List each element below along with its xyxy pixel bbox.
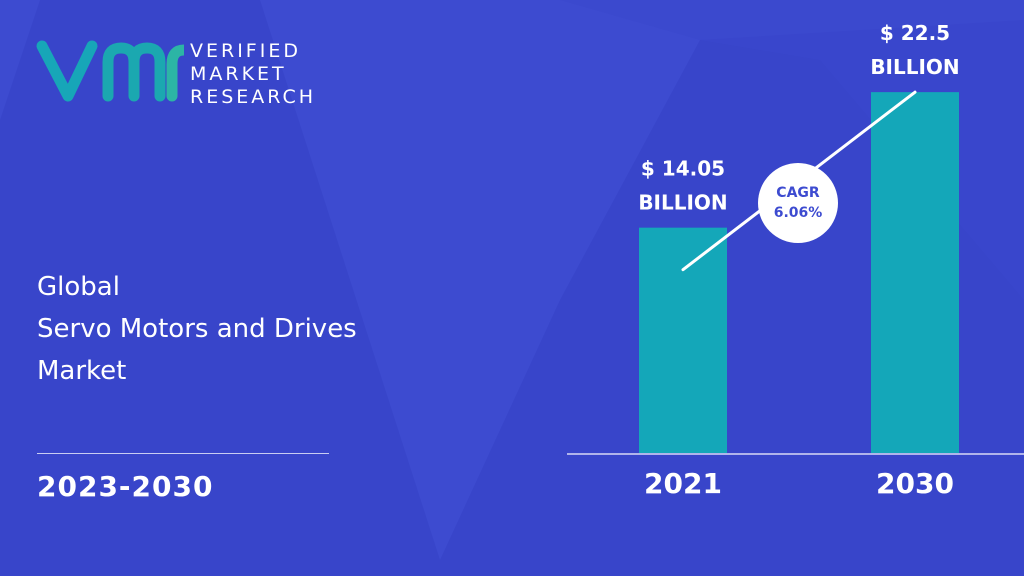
vmr-logo-icon — [36, 40, 184, 102]
value-label-2021-line-2: BILLION — [638, 191, 727, 215]
bar-2021 — [639, 227, 727, 453]
bar-2030 — [871, 92, 959, 453]
divider — [37, 453, 329, 454]
brand-name: VERIFIED MARKET RESEARCH — [190, 40, 316, 109]
title-line-2: Servo Motors and Drives — [37, 314, 357, 344]
value-label-2030-line-1: $ 22.5 — [880, 21, 950, 45]
report-title: Global Servo Motors and Drives Market — [37, 266, 357, 392]
cagr-value: 6.06% — [774, 205, 823, 221]
brand-line-2: MARKET — [190, 63, 287, 85]
title-line-1: Global — [37, 272, 120, 302]
x-tick-label-2030: 2030 — [876, 467, 954, 500]
forecast-period: 2023-2030 — [37, 470, 214, 503]
cagr-label: CAGR — [776, 185, 820, 201]
cagr-badge: CAGR 6.06% — [758, 163, 838, 243]
value-label-2030-line-2: BILLION — [870, 55, 959, 79]
brand-line-3: RESEARCH — [190, 86, 317, 108]
brand-line-1: VERIFIED — [190, 40, 301, 62]
value-label-2021-line-1: $ 14.05 — [641, 157, 725, 181]
title-line-3: Market — [37, 356, 127, 386]
x-tick-label-2021: 2021 — [644, 467, 722, 500]
